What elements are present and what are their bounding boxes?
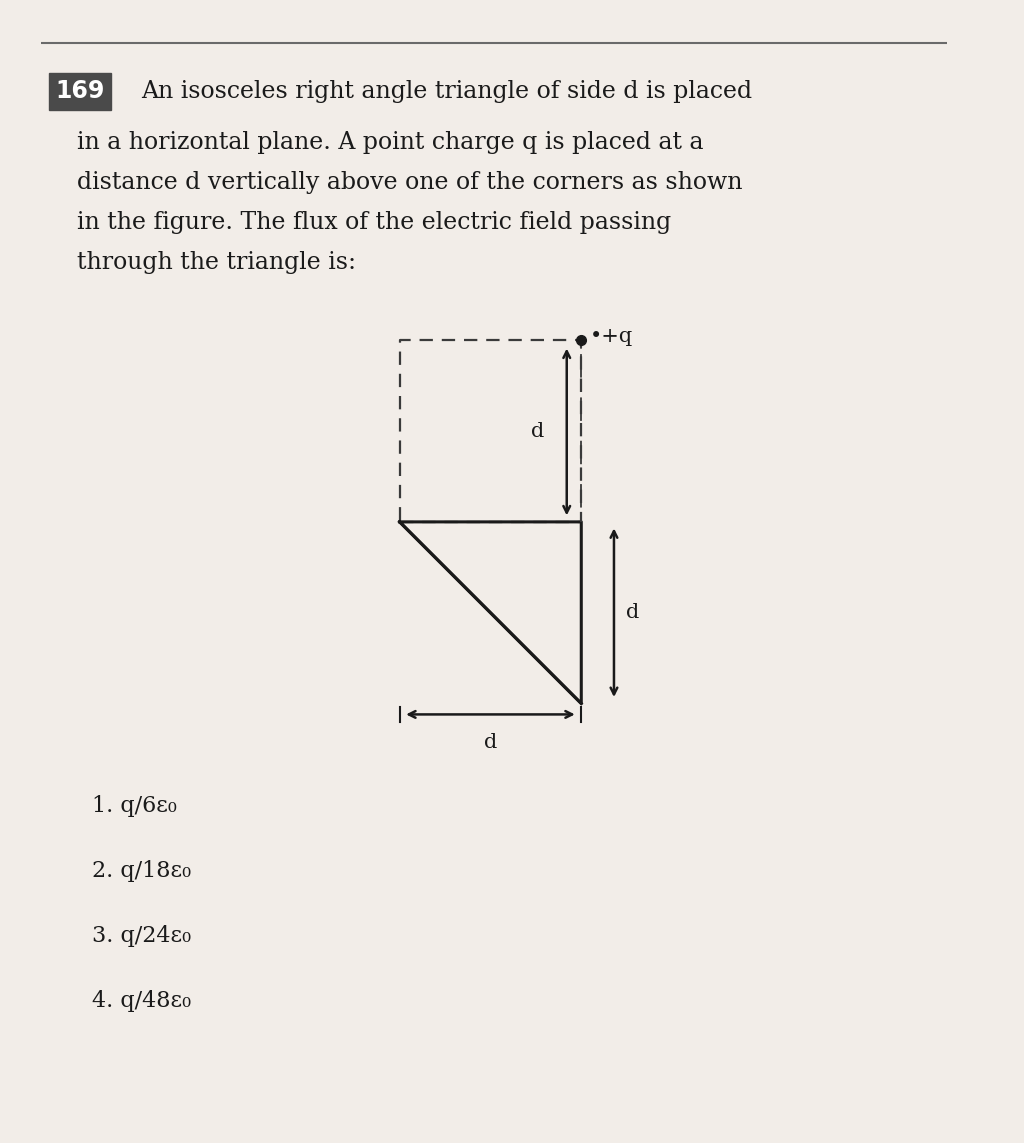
Text: through the triangle is:: through the triangle is: <box>77 251 355 274</box>
Text: in the figure. The flux of the electric field passing: in the figure. The flux of the electric … <box>77 211 671 234</box>
Text: d: d <box>626 604 639 622</box>
Text: 2. q/18ε₀: 2. q/18ε₀ <box>92 860 191 882</box>
Text: 3. q/24ε₀: 3. q/24ε₀ <box>92 925 191 948</box>
Text: distance d vertically above one of the corners as shown: distance d vertically above one of the c… <box>77 171 742 194</box>
Text: 169: 169 <box>55 80 104 103</box>
Text: 1. q/6ε₀: 1. q/6ε₀ <box>92 794 177 817</box>
Text: 4. q/48ε₀: 4. q/48ε₀ <box>92 990 191 1013</box>
Text: d: d <box>531 422 545 440</box>
Text: in a horizontal plane. A point charge q is placed at a: in a horizontal plane. A point charge q … <box>77 131 703 154</box>
Text: d: d <box>483 733 497 752</box>
Text: An isosceles right angle triangle of side d is placed: An isosceles right angle triangle of sid… <box>141 80 753 103</box>
Text: •+q: •+q <box>591 327 634 346</box>
